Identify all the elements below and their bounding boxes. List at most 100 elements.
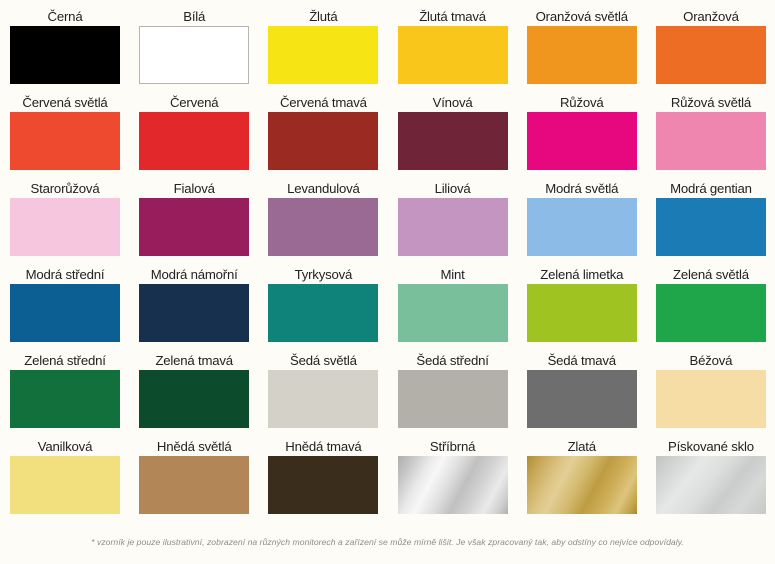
swatch-color-chip[interactable] [655,370,766,428]
swatch-label: Modrá střední [25,267,105,282]
swatch-cell[interactable]: Růžová [526,90,656,176]
swatch-label: Bílá [183,9,206,24]
swatch-label: Modrá gentian [670,181,752,196]
swatch-cell[interactable]: Mint [397,262,527,348]
swatch-label: Modrá námořní [150,267,238,282]
swatch-cell[interactable]: Tyrkysová [268,262,397,348]
swatch-color-chip[interactable] [397,370,508,428]
swatch-cell[interactable]: Zelená světlá [655,262,775,348]
swatch-color-chip[interactable] [655,198,766,256]
swatch-color-chip[interactable] [10,456,120,514]
swatch-color-chip[interactable] [526,456,637,514]
swatch-cell[interactable]: Stříbrná [397,434,527,520]
swatch-cell[interactable]: Modrá střední [10,262,139,348]
swatch-cell[interactable]: Červená světlá [10,90,139,176]
swatch-color-chip[interactable] [397,112,508,170]
swatch-color-chip[interactable] [655,26,766,84]
swatch-cell[interactable]: Zelená limetka [526,262,656,348]
swatch-cell[interactable]: Vínová [397,90,527,176]
swatch-cell[interactable]: Zelená tmavá [139,348,268,434]
swatch-color-chip[interactable] [268,284,379,342]
swatch-color-chip[interactable] [655,284,766,342]
swatch-color-chip[interactable] [139,370,250,428]
swatch-color-chip[interactable] [397,198,508,256]
swatch-color-chip[interactable] [268,112,379,170]
swatch-label: Hnědá tmavá [285,439,362,454]
swatch-cell[interactable]: Šedá světlá [268,348,397,434]
swatch-color-chip[interactable] [526,370,637,428]
swatch-label: Starorůžová [30,181,100,196]
swatch-color-chip[interactable] [526,112,637,170]
swatch-color-chip[interactable] [10,284,120,342]
swatch-color-chip[interactable] [10,370,120,428]
swatch-label: Fialová [173,181,215,196]
swatch-color-chip[interactable] [139,456,250,514]
swatch-cell[interactable]: Béžová [655,348,775,434]
swatch-cell[interactable]: Růžová světlá [655,90,775,176]
swatch-label: Červená [169,95,219,110]
swatch-label: Stříbrná [429,439,476,454]
color-swatch-grid: Černá Bílá Žlutá Žlutá tmavá Oranžová světlá… [10,4,775,520]
swatch-label: Šedá střední [416,353,489,368]
swatch-label: Růžová [559,95,604,110]
swatch-color-chip[interactable] [10,112,120,170]
swatch-label: Oranžová [683,9,739,24]
swatch-label: Mint [440,267,465,282]
swatch-label: Šedá světlá [290,353,357,368]
swatch-cell[interactable]: Zlatá [526,434,656,520]
swatch-color-chip[interactable] [397,284,508,342]
swatch-cell[interactable]: Černá [10,4,139,90]
swatch-color-chip[interactable] [10,26,120,84]
swatch-cell[interactable]: Oranžová světlá [526,4,656,90]
swatch-color-chip[interactable] [268,456,379,514]
swatch-cell[interactable]: Šedá střední [397,348,527,434]
swatch-color-chip[interactable] [139,284,250,342]
swatch-color-chip[interactable] [139,26,250,84]
swatch-label: Vínová [432,95,473,110]
swatch-cell[interactable]: Oranžová [655,4,775,90]
swatch-cell[interactable]: Modrá světlá [526,176,656,262]
swatch-cell[interactable]: Hnědá světlá [139,434,268,520]
swatch-cell[interactable]: Bílá [139,4,268,90]
swatch-label: Žlutá [309,9,338,24]
swatch-cell[interactable]: Fialová [139,176,268,262]
swatch-cell[interactable]: Hnědá tmavá [268,434,397,520]
swatch-label: Růžová světlá [670,95,752,110]
swatch-cell[interactable]: Starorůžová [10,176,139,262]
swatch-color-chip[interactable] [526,284,637,342]
swatch-color-chip[interactable] [526,26,637,84]
swatch-label: Šedá tmavá [547,353,617,368]
swatch-color-chip[interactable] [139,198,250,256]
swatch-cell[interactable]: Šedá tmavá [526,348,656,434]
swatch-label: Žlutá tmavá [419,9,486,24]
swatch-cell[interactable]: Červená tmavá [268,90,397,176]
swatch-cell[interactable]: Modrá námořní [139,262,268,348]
disclaimer-note: * vzorník je pouze ilustrativní, zobraze… [91,537,684,547]
swatch-color-chip[interactable] [397,456,508,514]
swatch-cell[interactable]: Žlutá [268,4,397,90]
swatch-color-chip[interactable] [268,26,379,84]
swatch-cell[interactable]: Levandulová [268,176,397,262]
swatch-color-chip[interactable] [139,112,250,170]
swatch-color-chip[interactable] [655,112,766,170]
swatch-label: Modrá světlá [545,181,619,196]
swatch-cell[interactable]: Žlutá tmavá [397,4,527,90]
swatch-label: Zelená světlá [673,267,749,282]
swatch-cell[interactable]: Pískované sklo [655,434,775,520]
swatch-color-chip[interactable] [10,198,120,256]
swatch-cell[interactable]: Zelená střední [10,348,139,434]
swatch-color-chip[interactable] [397,26,508,84]
swatch-label: Zlatá [567,439,597,454]
swatch-color-chip[interactable] [655,456,766,514]
swatch-cell[interactable]: Liliová [397,176,527,262]
swatch-color-chip[interactable] [268,198,379,256]
swatch-cell[interactable]: Červená [139,90,268,176]
swatch-label: Červená světlá [22,95,108,110]
swatch-cell[interactable]: Modrá gentian [655,176,775,262]
swatch-color-chip[interactable] [268,370,379,428]
swatch-color-chip[interactable] [526,198,637,256]
swatch-label: Zelená limetka [540,267,624,282]
swatch-cell[interactable]: Vanilková [10,434,139,520]
swatch-label: Vanilková [37,439,93,454]
swatch-label: Tyrkysová [294,267,353,282]
